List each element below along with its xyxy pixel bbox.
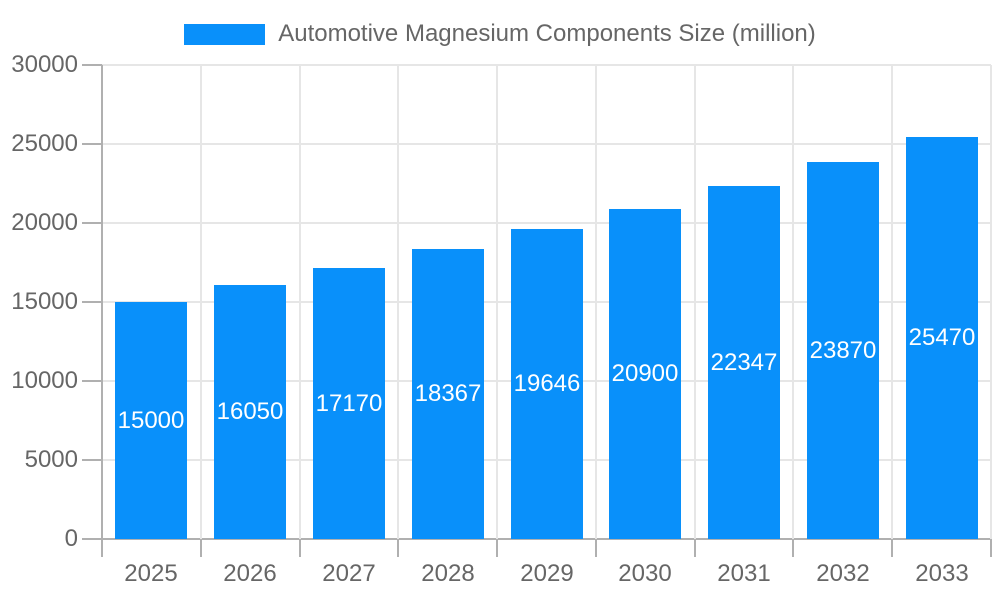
bar-value-label: 23870 <box>809 337 877 364</box>
x-gridline <box>792 65 794 539</box>
x-tick-label: 2027 <box>322 560 376 587</box>
y-gridline <box>102 143 991 145</box>
bar-value-label: 16050 <box>216 398 284 425</box>
x-tick-mark <box>891 539 893 557</box>
y-axis-line <box>101 65 103 539</box>
y-tick-label: 15000 <box>11 288 78 315</box>
chart-legend[interactable]: Automotive Magnesium Components Size (mi… <box>0 20 1000 48</box>
x-tick-label: 2028 <box>421 560 475 587</box>
y-tick-label: 30000 <box>11 51 78 78</box>
x-axis-line <box>102 538 991 540</box>
bar[interactable] <box>807 162 879 539</box>
legend-swatch[interactable] <box>184 23 266 45</box>
x-gridline <box>891 65 893 539</box>
bar[interactable] <box>214 285 286 539</box>
y-tick-label: 20000 <box>11 209 78 236</box>
y-tick-mark <box>82 143 102 145</box>
bar[interactable] <box>313 268 385 539</box>
x-tick-mark <box>990 539 992 557</box>
x-tick-label: 2026 <box>223 560 277 587</box>
x-gridline <box>200 65 202 539</box>
y-gridline <box>102 64 991 66</box>
y-tick-mark <box>82 301 102 303</box>
bar-value-label: 18367 <box>414 380 482 407</box>
bar[interactable] <box>906 137 978 539</box>
x-tick-mark <box>397 539 399 557</box>
x-gridline <box>595 65 597 539</box>
bar-value-label: 22347 <box>710 349 778 376</box>
bar-value-label: 17170 <box>315 390 383 417</box>
y-tick-mark <box>82 64 102 66</box>
y-tick-mark <box>82 538 102 540</box>
x-gridline <box>299 65 301 539</box>
y-tick-label: 10000 <box>11 367 78 394</box>
bar[interactable] <box>511 229 583 539</box>
x-tick-mark <box>496 539 498 557</box>
x-gridline <box>397 65 399 539</box>
x-gridline <box>694 65 696 539</box>
y-tick-mark <box>82 380 102 382</box>
y-tick-mark <box>82 459 102 461</box>
bar-value-label: 15000 <box>117 407 185 434</box>
x-tick-label: 2032 <box>816 560 870 587</box>
bar-value-label: 20900 <box>611 360 679 387</box>
x-tick-mark <box>694 539 696 557</box>
x-tick-mark <box>792 539 794 557</box>
x-tick-label: 2030 <box>618 560 672 587</box>
bar-value-label: 25470 <box>908 324 976 351</box>
bar[interactable] <box>412 249 484 539</box>
x-tick-mark <box>101 539 103 557</box>
x-gridline <box>496 65 498 539</box>
bar[interactable] <box>609 209 681 539</box>
bar[interactable] <box>708 186 780 539</box>
x-tick-label: 2025 <box>124 560 178 587</box>
x-tick-label: 2031 <box>717 560 771 587</box>
x-tick-mark <box>299 539 301 557</box>
bar[interactable] <box>115 302 187 539</box>
y-tick-mark <box>82 222 102 224</box>
y-tick-label: 0 <box>64 525 78 552</box>
legend-series-label: Automotive Magnesium Components Size (mi… <box>278 20 816 47</box>
y-tick-label: 25000 <box>11 130 78 157</box>
x-tick-mark <box>595 539 597 557</box>
x-tick-mark <box>200 539 202 557</box>
x-tick-label: 2029 <box>520 560 574 587</box>
y-tick-label: 5000 <box>24 446 78 473</box>
bar-value-label: 19646 <box>513 370 581 397</box>
x-gridline <box>990 65 992 539</box>
y-gridline <box>102 222 991 224</box>
x-tick-label: 2033 <box>915 560 969 587</box>
